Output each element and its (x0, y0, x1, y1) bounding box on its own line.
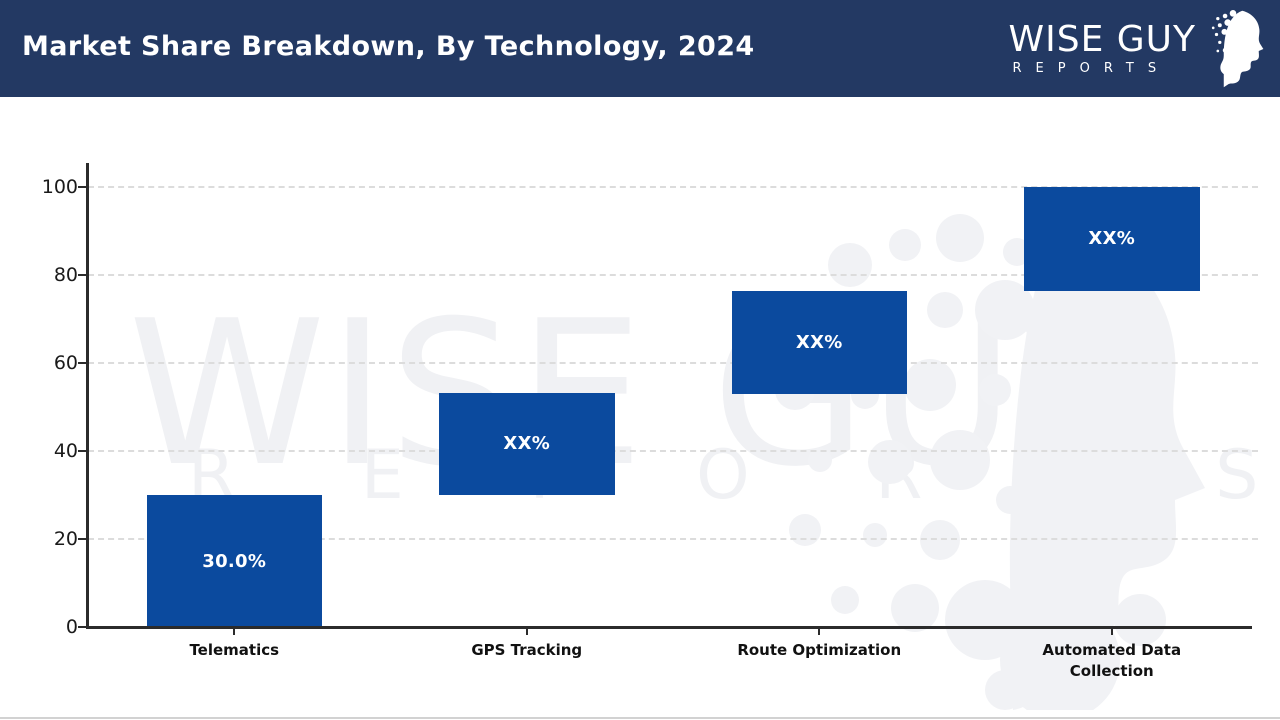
logo-wordmark: WISE GUY (1008, 18, 1196, 60)
x-tick-mark (525, 627, 528, 635)
bar-route-optimization: XX% (731, 290, 907, 394)
x-category-label: Route Optimization (737, 641, 902, 659)
grid-line (88, 538, 1258, 540)
y-tick-mark (78, 626, 86, 628)
y-tick-label: 40 (53, 440, 78, 462)
bar-automated-data-collection: XX% (1024, 187, 1200, 291)
bar-value-label: 30.0% (202, 550, 267, 572)
x-category-label: GPS Tracking (471, 641, 583, 659)
bar-gps-tracking: XX% (439, 392, 615, 495)
bar-value-label: XX% (503, 433, 551, 455)
y-tick-mark (78, 274, 86, 276)
x-tick-mark (1110, 627, 1113, 635)
header-bar: Market Share Breakdown, By Technology, 2… (0, 0, 1280, 97)
x-category-label: Telematics (189, 641, 280, 659)
y-tick-label: 0 (65, 616, 78, 638)
y-tick-label: 20 (53, 528, 78, 550)
y-tick-label: 60 (53, 352, 78, 374)
x-category-label: Automated Data Collection (1042, 641, 1182, 680)
x-tick-mark (818, 627, 821, 635)
logo-subtitle: REPORTS (1012, 60, 1171, 76)
grid-line (88, 186, 1258, 188)
logo-text: WISE GUY REPORTS (1008, 18, 1197, 76)
grid-line (88, 362, 1258, 364)
page-title: Market Share Breakdown, By Technology, 2… (22, 31, 755, 62)
x-tick-mark (233, 627, 236, 635)
y-tick-mark (78, 362, 86, 364)
face-profile-icon (1211, 9, 1264, 87)
figure-bottom-border (0, 717, 1280, 719)
y-tick-label: 80 (53, 264, 78, 286)
x-axis-spine (86, 626, 1252, 629)
grid-line (88, 450, 1258, 452)
wise-guy-reports-logo: WISE GUY REPORTS (1009, 7, 1267, 91)
bar-value-label: XX% (1088, 228, 1136, 250)
bar-telematics: 30.0% (146, 495, 322, 627)
y-tick-mark (78, 538, 86, 540)
y-tick-mark (78, 450, 86, 452)
y-axis-spine (86, 163, 89, 628)
grid-line (88, 274, 1258, 276)
y-tick-mark (78, 186, 86, 188)
y-tick-label: 100 (41, 176, 78, 198)
bar-value-label: XX% (795, 331, 843, 353)
